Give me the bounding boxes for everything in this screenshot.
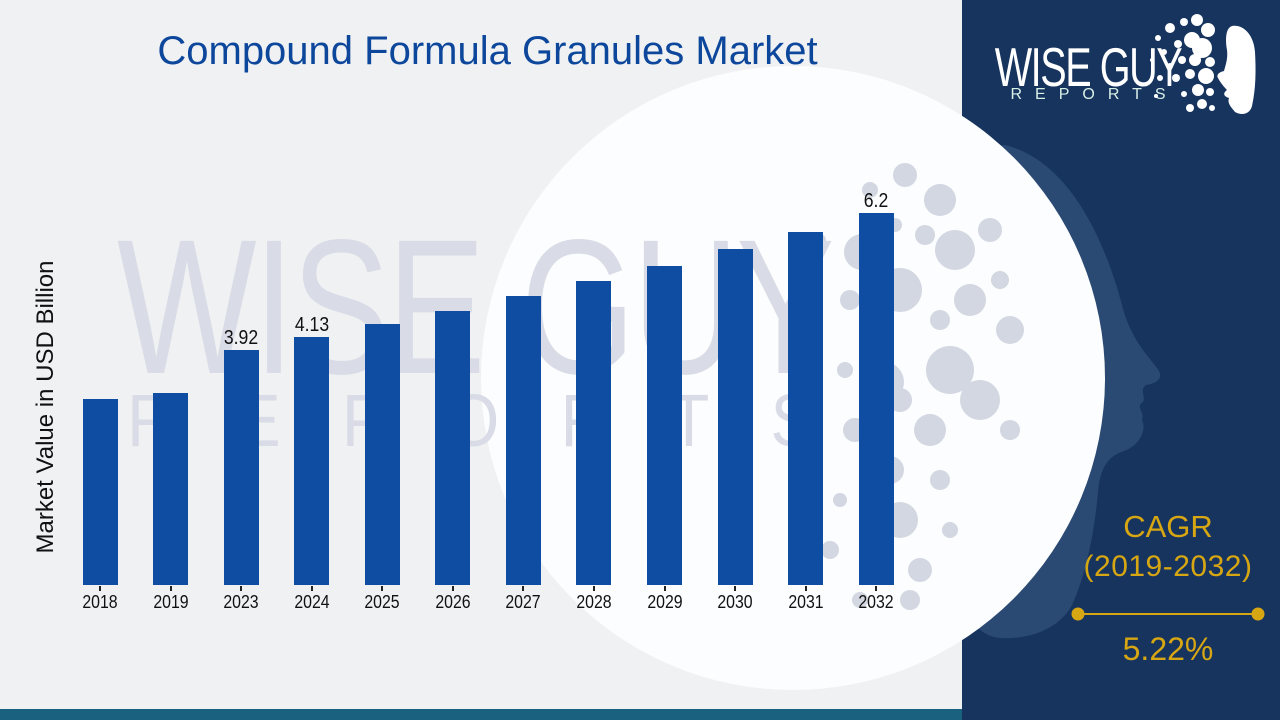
bar-2032 bbox=[858, 213, 894, 585]
cagr-value: 5.22% bbox=[1122, 631, 1214, 667]
bar-2029 bbox=[647, 266, 682, 585]
x-tick-label-2024: 2024 bbox=[294, 592, 330, 612]
bar-2027 bbox=[505, 296, 541, 585]
x-tick-label-2030: 2030 bbox=[717, 592, 753, 612]
x-axis-tick bbox=[734, 586, 736, 591]
bottom-accent-strip bbox=[0, 709, 962, 720]
bar-2026 bbox=[435, 311, 471, 585]
x-axis-tick bbox=[381, 586, 384, 591]
x-axis-tick bbox=[310, 586, 313, 591]
brand-head-profile-icon bbox=[1150, 14, 1256, 115]
bar-2018 bbox=[82, 399, 118, 585]
bar-2025 bbox=[364, 324, 400, 585]
bar-value-label-2023: 3.92 bbox=[224, 327, 259, 349]
cagr-label: CAGR bbox=[1123, 509, 1213, 544]
x-tick-label-2032: 2032 bbox=[858, 592, 894, 612]
x-tick-label-2026: 2026 bbox=[435, 592, 471, 612]
x-tick-label-2028: 2028 bbox=[576, 592, 612, 612]
bar-2030 bbox=[717, 249, 753, 585]
bar-value-label-2024: 4.13 bbox=[294, 314, 329, 336]
x-axis-tick bbox=[240, 586, 243, 591]
cagr-divider-line bbox=[1071, 607, 1265, 621]
brand-logo-name: WISE GUY bbox=[994, 36, 1183, 98]
chart-title: Compound Formula Granules Market bbox=[157, 29, 818, 73]
x-tick-label-2027: 2027 bbox=[505, 592, 542, 612]
x-tick-label-2019: 2019 bbox=[152, 592, 189, 612]
x-tick-label-2023: 2023 bbox=[223, 592, 259, 612]
x-tick-label-2018: 2018 bbox=[82, 592, 118, 612]
y-axis-label: Market Value in USD Billion bbox=[32, 260, 59, 554]
brand-logo-subname: REPORTS bbox=[1010, 86, 1179, 103]
cagr-range: (2019-2032) bbox=[1083, 550, 1253, 583]
bar-2031 bbox=[788, 232, 824, 585]
x-tick-label-2031: 2031 bbox=[787, 592, 824, 612]
x-axis-tick bbox=[663, 586, 666, 591]
x-tick-label-2029: 2029 bbox=[646, 592, 683, 612]
bar-2024 bbox=[294, 337, 330, 585]
x-axis-tick bbox=[99, 586, 102, 591]
x-axis-tick bbox=[804, 586, 807, 591]
bar-value-label-2032: 6.2 bbox=[863, 190, 889, 212]
x-axis-tick bbox=[169, 586, 172, 591]
x-tick-label-2025: 2025 bbox=[364, 592, 400, 612]
x-axis-tick bbox=[875, 586, 878, 591]
bar-2023 bbox=[223, 350, 259, 585]
x-axis-tick bbox=[592, 586, 595, 591]
bar-2019 bbox=[153, 393, 189, 585]
x-axis-tick bbox=[522, 586, 525, 591]
x-axis-tick bbox=[451, 586, 454, 591]
bar-2028 bbox=[576, 281, 612, 585]
